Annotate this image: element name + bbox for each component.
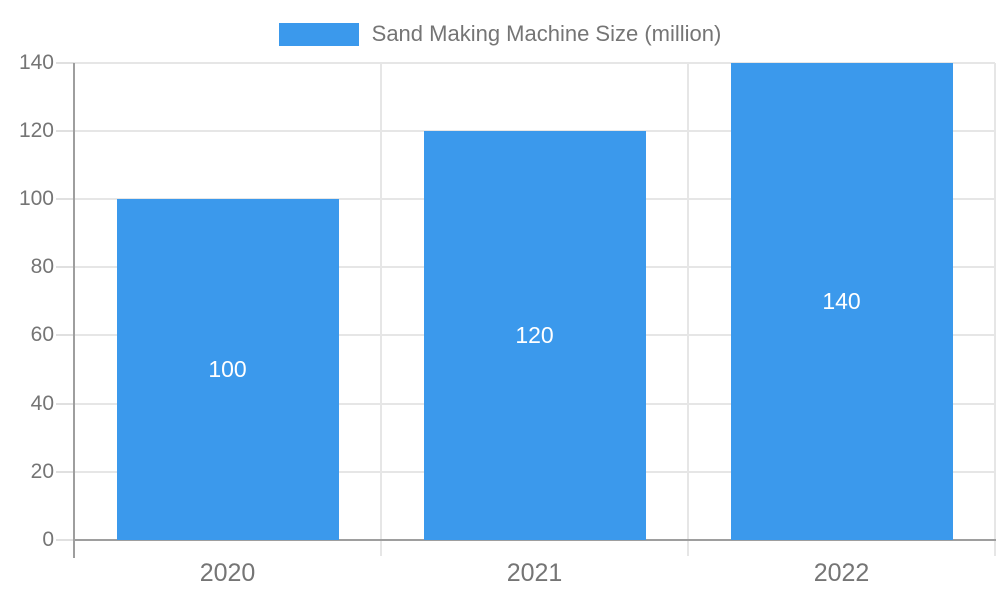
y-tick-label: 120 xyxy=(18,118,54,142)
y-tick-label: 80 xyxy=(30,255,54,279)
y-tick-label: 60 xyxy=(30,323,54,347)
y-tick xyxy=(56,266,74,269)
y-tick-label: 140 xyxy=(18,50,54,74)
bar-value-label: 140 xyxy=(822,288,861,315)
x-tick-label: 2020 xyxy=(199,559,256,587)
y-tick-label: 20 xyxy=(30,459,54,483)
x-axis-line xyxy=(73,539,996,541)
x-tick-label: 2022 xyxy=(813,559,870,587)
y-tick xyxy=(56,470,74,473)
v-gridline xyxy=(687,62,689,556)
v-gridline xyxy=(380,62,382,556)
h-gridline xyxy=(74,61,995,64)
v-gridline xyxy=(994,62,996,556)
y-tick xyxy=(56,402,74,405)
bar xyxy=(730,62,953,540)
y-tick xyxy=(56,334,74,337)
legend-swatch xyxy=(278,22,359,46)
y-tick-label: 40 xyxy=(30,391,54,415)
y-tick xyxy=(56,539,74,541)
legend-label: Sand Making Machine Size (million) xyxy=(371,21,722,46)
bar-value-label: 120 xyxy=(515,322,554,349)
y-tick xyxy=(56,129,74,132)
legend[interactable]: Sand Making Machine Size (million) xyxy=(0,21,1000,47)
y-tick xyxy=(56,197,74,200)
y-axis-line xyxy=(73,62,75,558)
bar xyxy=(116,198,339,540)
bar-value-label: 100 xyxy=(208,356,247,383)
y-tick xyxy=(56,61,74,64)
y-tick-label: 100 xyxy=(18,186,54,210)
bar xyxy=(423,130,646,540)
y-tick-label: 0 xyxy=(42,528,54,551)
x-tick-label: 2021 xyxy=(506,559,563,587)
